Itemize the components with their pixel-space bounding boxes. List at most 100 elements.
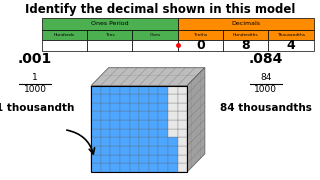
FancyBboxPatch shape <box>87 30 132 40</box>
Polygon shape <box>91 68 205 86</box>
Bar <box>130 120 139 129</box>
Bar <box>130 155 139 163</box>
Bar <box>130 103 139 111</box>
Bar <box>139 137 149 146</box>
Bar <box>91 94 101 103</box>
Bar <box>110 103 120 111</box>
Text: Ones: Ones <box>149 33 161 37</box>
Bar <box>130 111 139 120</box>
Bar <box>130 163 139 172</box>
Bar <box>120 94 130 103</box>
Bar <box>110 86 120 94</box>
Bar <box>178 155 187 163</box>
Bar <box>110 146 120 155</box>
Text: 1 thousandth: 1 thousandth <box>0 103 74 113</box>
Bar <box>110 129 120 137</box>
Bar <box>168 94 178 103</box>
Bar <box>91 146 101 155</box>
Bar <box>120 86 130 94</box>
Bar <box>149 137 158 146</box>
Polygon shape <box>187 68 205 172</box>
Text: Tenths: Tenths <box>193 33 207 37</box>
Bar <box>158 155 168 163</box>
Bar <box>158 94 168 103</box>
Bar <box>158 163 168 172</box>
Bar <box>168 120 178 129</box>
Bar <box>168 103 178 111</box>
Bar <box>91 111 101 120</box>
Text: 84: 84 <box>260 73 271 82</box>
Bar <box>139 86 149 94</box>
Bar <box>178 94 187 103</box>
FancyBboxPatch shape <box>223 30 268 40</box>
Bar <box>91 86 187 172</box>
Bar <box>120 146 130 155</box>
FancyBboxPatch shape <box>42 40 87 51</box>
Bar <box>139 146 149 155</box>
Text: 84 thousandths: 84 thousandths <box>220 103 312 113</box>
Bar <box>120 163 130 172</box>
FancyBboxPatch shape <box>268 30 314 40</box>
Bar <box>101 163 110 172</box>
Bar <box>149 111 158 120</box>
Bar <box>130 137 139 146</box>
Bar <box>139 129 149 137</box>
Bar <box>120 137 130 146</box>
Bar <box>120 129 130 137</box>
Bar <box>110 111 120 120</box>
Bar <box>91 103 101 111</box>
Bar <box>139 120 149 129</box>
Bar <box>91 163 101 172</box>
FancyBboxPatch shape <box>42 30 87 40</box>
Text: 1000: 1000 <box>24 86 47 94</box>
Bar <box>178 137 187 146</box>
Bar <box>178 129 187 137</box>
Bar <box>149 155 158 163</box>
Bar <box>120 155 130 163</box>
Bar <box>139 103 149 111</box>
Text: 8: 8 <box>241 39 250 52</box>
FancyBboxPatch shape <box>178 18 314 30</box>
Bar <box>168 111 178 120</box>
Bar <box>149 146 158 155</box>
Bar <box>101 146 110 155</box>
Bar <box>101 86 110 94</box>
Bar <box>139 94 149 103</box>
Bar <box>139 111 149 120</box>
Bar <box>168 86 178 94</box>
Bar <box>91 137 101 146</box>
Bar <box>130 94 139 103</box>
Text: .001: .001 <box>18 52 52 66</box>
Bar <box>158 103 168 111</box>
Bar <box>149 94 158 103</box>
Text: 1: 1 <box>32 73 38 82</box>
Text: .084: .084 <box>248 52 283 66</box>
Bar <box>110 137 120 146</box>
Text: Tens: Tens <box>105 33 115 37</box>
Bar <box>101 111 110 120</box>
Bar <box>149 120 158 129</box>
Text: Hundreds: Hundreds <box>54 33 75 37</box>
Text: Ones Period: Ones Period <box>91 21 128 26</box>
Bar <box>91 129 101 137</box>
FancyBboxPatch shape <box>178 30 223 40</box>
Bar <box>101 155 110 163</box>
Bar <box>101 103 110 111</box>
Bar <box>178 146 187 155</box>
Bar <box>91 120 101 129</box>
Bar <box>110 94 120 103</box>
Bar <box>110 163 120 172</box>
Bar <box>120 103 130 111</box>
Text: 4: 4 <box>286 39 295 52</box>
Bar <box>178 86 187 94</box>
FancyBboxPatch shape <box>178 40 223 51</box>
Bar <box>168 163 178 172</box>
Bar <box>158 120 168 129</box>
Bar <box>158 129 168 137</box>
Text: Hundredths: Hundredths <box>233 33 259 37</box>
Bar <box>120 111 130 120</box>
Bar <box>110 155 120 163</box>
Bar <box>139 163 149 172</box>
Bar <box>168 129 178 137</box>
Bar <box>149 103 158 111</box>
